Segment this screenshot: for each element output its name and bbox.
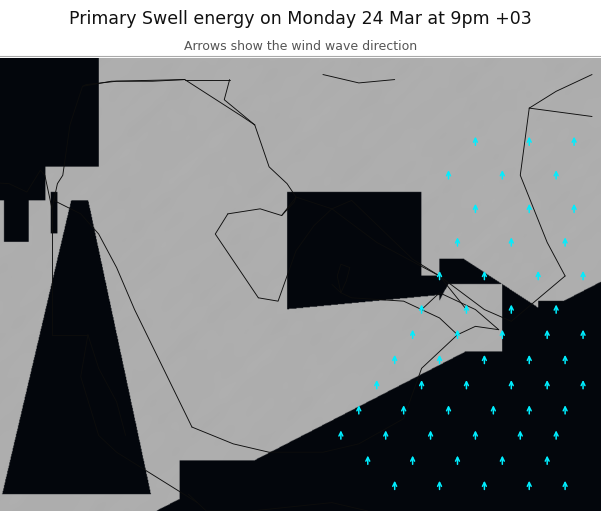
Text: Arrows show the wind wave direction: Arrows show the wind wave direction [184,40,417,53]
Text: Primary Swell energy on Monday 24 Mar at 9pm +03: Primary Swell energy on Monday 24 Mar at… [69,10,532,28]
